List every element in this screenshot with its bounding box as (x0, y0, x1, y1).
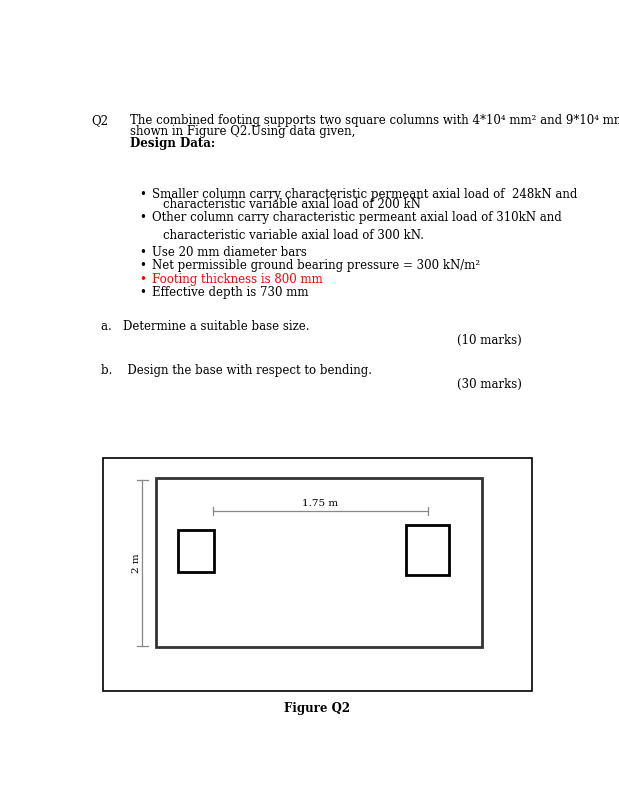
Text: 1.75 m: 1.75 m (302, 500, 339, 509)
Text: 2 m: 2 m (132, 553, 141, 573)
Text: (10 marks): (10 marks) (457, 335, 522, 347)
Bar (157, 478, 482, 647)
Text: Other column carry characteristic permeant axial load of 310kN and: Other column carry characteristic permea… (152, 211, 561, 224)
Text: Figure Q2: Figure Q2 (284, 702, 350, 715)
Text: Smaller column carry characteristic permeant axial load of  248kN and: Smaller column carry characteristic perm… (152, 188, 577, 201)
Text: Footing thickness is 800 mm: Footing thickness is 800 mm (152, 273, 322, 286)
Text: shown in Figure Q2.Using data given,: shown in Figure Q2.Using data given, (130, 125, 355, 138)
Text: Q2: Q2 (92, 114, 108, 127)
Text: a.   Determine a suitable base size.: a. Determine a suitable base size. (101, 321, 309, 334)
Text: characteristic variable axial load of 200 kN: characteristic variable axial load of 20… (163, 198, 420, 211)
Text: Use 20 mm diameter bars: Use 20 mm diameter bars (152, 245, 306, 259)
Text: •: • (139, 245, 146, 259)
Text: The combined footing supports two square columns with 4*10⁴ mm² and 9*10⁴ mm²: The combined footing supports two square… (130, 114, 619, 127)
Bar (406, 526, 449, 575)
Text: •: • (139, 188, 146, 201)
Text: •: • (139, 286, 146, 299)
Bar (103, 458, 532, 691)
Text: Effective depth is 730 mm: Effective depth is 730 mm (152, 286, 308, 299)
Text: characteristic variable axial load of 300 kN.: characteristic variable axial load of 30… (163, 229, 423, 242)
Text: •: • (139, 211, 146, 224)
Text: b.    Design the base with respect to bending.: b. Design the base with respect to bendi… (101, 364, 371, 377)
Text: •: • (139, 273, 146, 286)
Text: (30 marks): (30 marks) (457, 378, 522, 391)
Text: Design Data:: Design Data: (130, 137, 215, 150)
Text: •: • (139, 259, 146, 272)
Text: Net permissible ground bearing pressure = 300 kN/m²: Net permissible ground bearing pressure … (152, 259, 480, 272)
Bar (178, 530, 214, 573)
